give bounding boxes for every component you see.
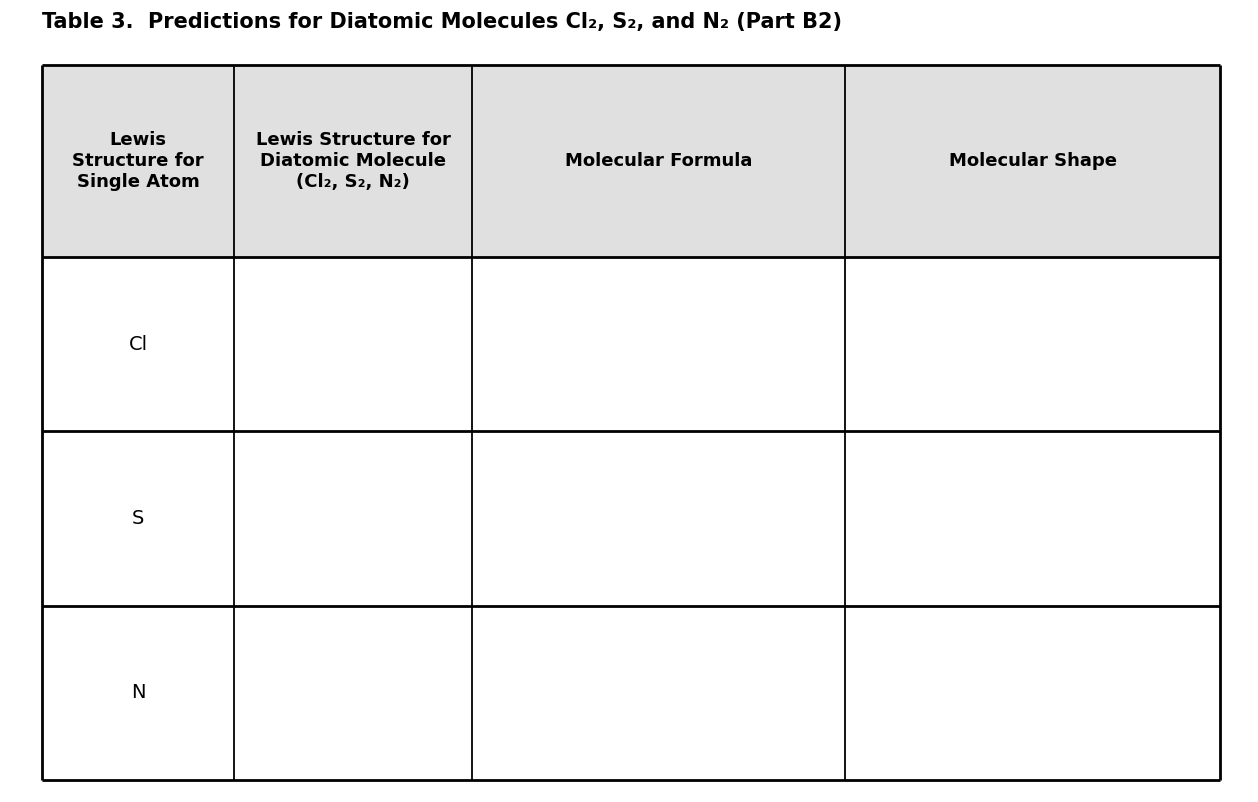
Text: Table 3.  Predictions for Diatomic Molecules Cl₂, S₂, and N₂ (Part B2): Table 3. Predictions for Diatomic Molecu… xyxy=(42,12,842,32)
Text: N: N xyxy=(131,683,145,703)
Text: Molecular Shape: Molecular Shape xyxy=(949,152,1117,170)
Text: Lewis
Structure for
Single Atom: Lewis Structure for Single Atom xyxy=(72,132,204,191)
Text: Cl: Cl xyxy=(128,334,147,354)
Text: S: S xyxy=(132,509,145,528)
Text: Molecular Formula: Molecular Formula xyxy=(565,152,752,170)
Text: Lewis Structure for
Diatomic Molecule
(Cl₂, S₂, N₂): Lewis Structure for Diatomic Molecule (C… xyxy=(255,132,450,191)
